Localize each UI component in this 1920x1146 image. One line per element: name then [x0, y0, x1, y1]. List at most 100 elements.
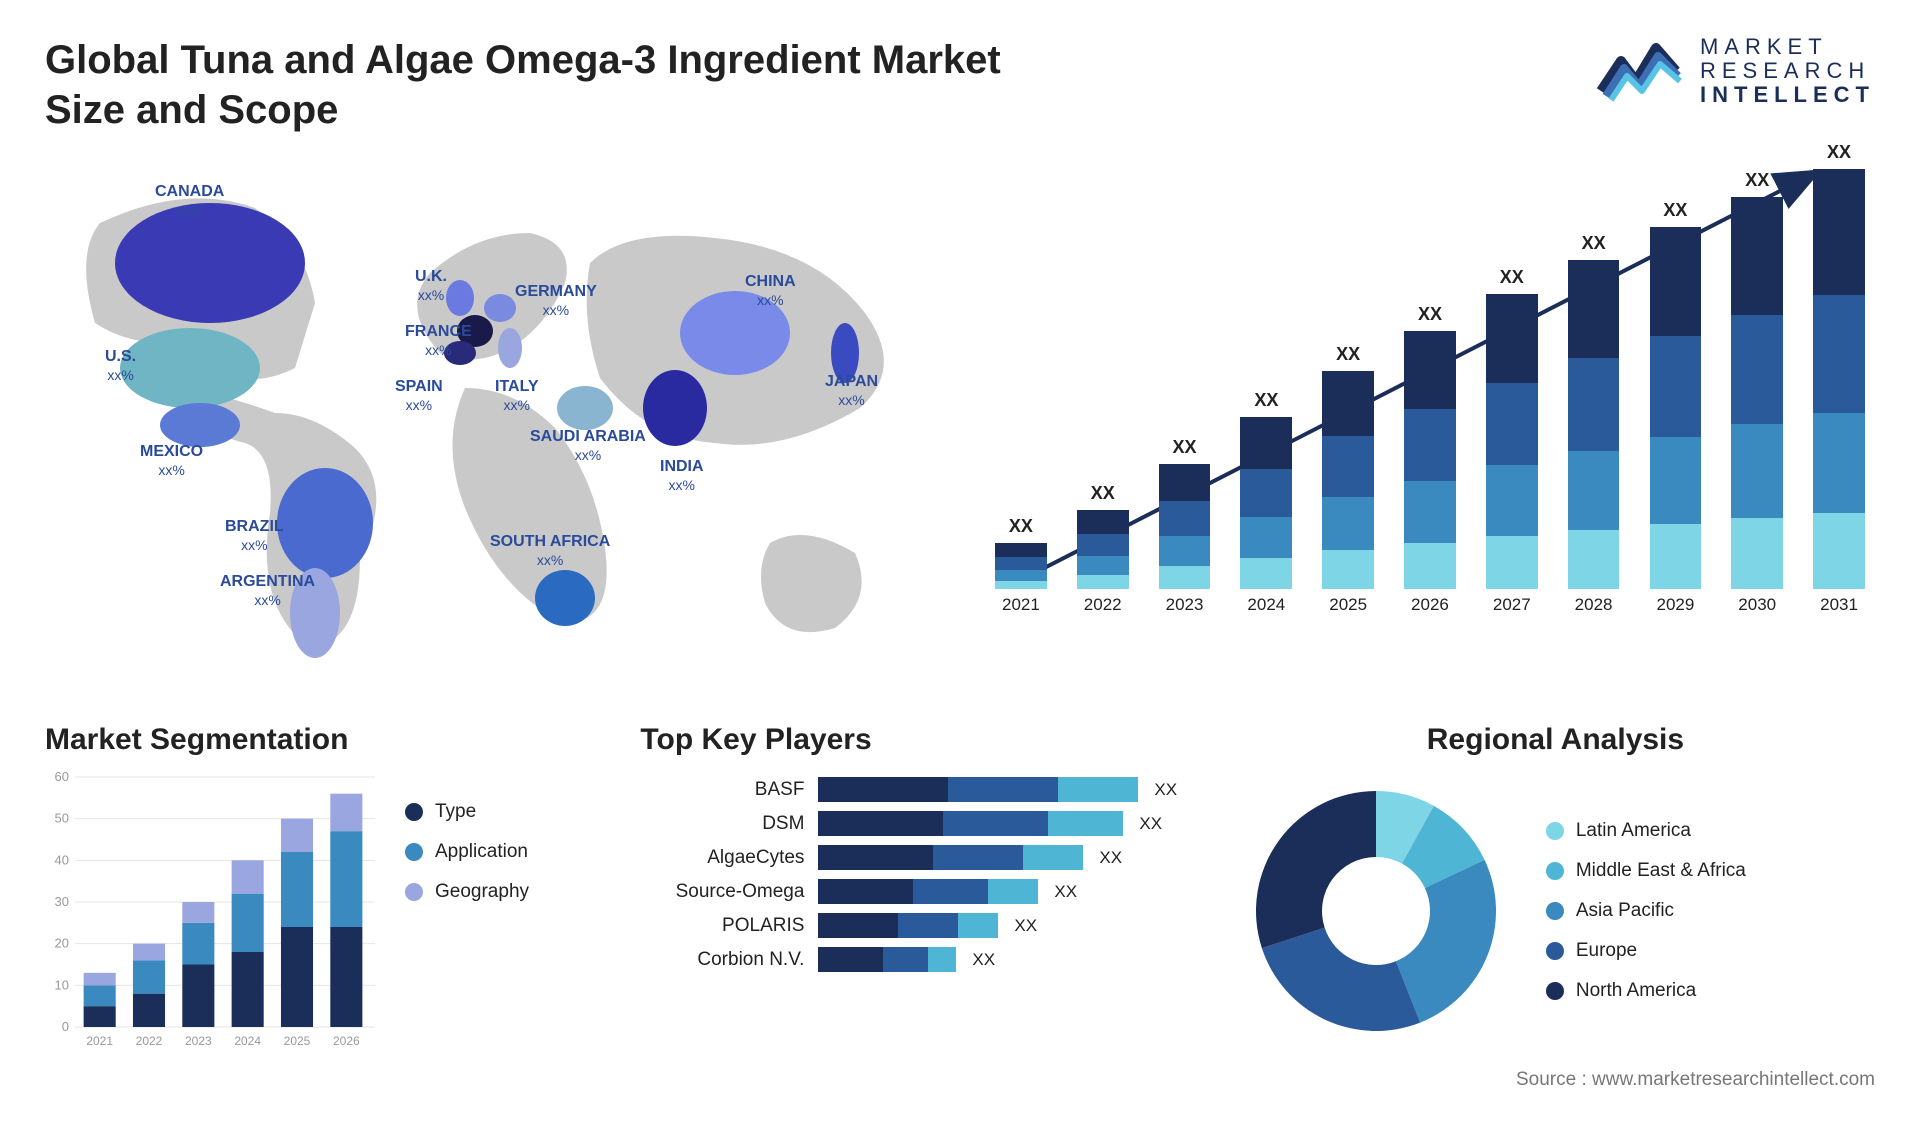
segmentation-title: Market Segmentation	[45, 723, 610, 757]
ra-legend-middle-east-africa: Middle East & Africa	[1546, 860, 1746, 882]
growth-bar-value: XX	[1009, 516, 1033, 537]
donut-slice-north-america	[1256, 791, 1376, 948]
world-map: CANADAxx%U.S.xx%MEXICOxx%BRAZILxx%ARGENT…	[45, 153, 945, 693]
kp-name: Corbion N.V.	[640, 949, 810, 971]
svg-text:0: 0	[62, 1019, 69, 1034]
kp-value: XX	[972, 950, 995, 970]
seg-legend-geography: Geography	[405, 881, 529, 903]
kp-name: BASF	[640, 779, 810, 801]
growth-bar-year: 2030	[1738, 595, 1776, 615]
map-label-germany: GERMANYxx%	[515, 283, 597, 318]
map-label-mexico: MEXICOxx%	[140, 443, 203, 478]
kp-value: XX	[1014, 916, 1037, 936]
svg-text:40: 40	[55, 852, 69, 867]
growth-bar-value: XX	[1663, 200, 1687, 221]
seg-bar-2021-geography	[84, 973, 116, 986]
growth-bar-2026: XX 2026	[1394, 304, 1466, 615]
page-title: Global Tuna and Algae Omega-3 Ingredient…	[45, 35, 1045, 135]
svg-text:2026: 2026	[333, 1034, 360, 1048]
kp-row-polaris: POLARIS XX	[640, 913, 1205, 938]
svg-text:2022: 2022	[136, 1034, 163, 1048]
kp-row-algaecytes: AlgaeCytesXX	[640, 845, 1205, 870]
map-label-us: U.S.xx%	[105, 348, 136, 383]
map-country-south_africa	[535, 570, 595, 626]
seg-legend-application: Application	[405, 841, 529, 863]
ra-legend-europe: Europe	[1546, 940, 1746, 962]
kp-value: XX	[1139, 814, 1162, 834]
world-map-svg	[45, 153, 945, 693]
regional-legend: Latin AmericaMiddle East & AfricaAsia Pa…	[1546, 820, 1746, 1002]
growth-bar-year: 2029	[1656, 595, 1694, 615]
map-country-us	[120, 328, 260, 408]
seg-bar-2024-geography	[232, 860, 264, 893]
segmentation-panel: Market Segmentation 01020304050602021202…	[45, 723, 610, 1051]
growth-bar-2028: XX2028	[1558, 233, 1630, 615]
map-country-india	[643, 370, 707, 446]
growth-bar-year: 2023	[1166, 595, 1204, 615]
key-players-title: Top Key Players	[640, 723, 1205, 757]
kp-value: XX	[1154, 780, 1177, 800]
growth-bar-value: XX	[1827, 142, 1851, 163]
growth-bar-value: XX	[1254, 390, 1278, 411]
kp-row-corbion-n-v-: Corbion N.V. XX	[640, 947, 1205, 972]
seg-bar-2021-type	[84, 1006, 116, 1027]
map-label-canada: CANADAxx%	[155, 183, 224, 218]
map-country-saudi	[557, 386, 613, 430]
map-country-germany	[484, 294, 516, 322]
brand-mark-icon	[1596, 36, 1686, 106]
map-label-argentina: ARGENTINAxx%	[220, 573, 315, 608]
seg-bar-2026-geography	[330, 794, 362, 832]
growth-bar-value: XX	[1745, 170, 1769, 191]
growth-bar-year: 2021	[1002, 595, 1040, 615]
svg-text:20: 20	[55, 936, 69, 951]
growth-bar-year: 2028	[1575, 595, 1613, 615]
map-country-canada	[115, 203, 305, 323]
donut-slice-europe	[1262, 928, 1420, 1031]
growth-bar-2025: XX2025	[1312, 344, 1384, 615]
donut-slice-asia-pacific	[1396, 860, 1496, 1023]
growth-bar-2029: XX 2029	[1640, 200, 1712, 615]
seg-bar-2022-application	[133, 960, 165, 993]
growth-bar-2022: XX2022	[1067, 483, 1139, 615]
map-label-japan: JAPANxx%	[825, 373, 878, 408]
seg-bar-2022-type	[133, 994, 165, 1027]
growth-bar-value: XX	[1336, 344, 1360, 365]
seg-bar-2023-geography	[182, 902, 214, 923]
growth-bar-2031: XX2031	[1803, 142, 1875, 615]
growth-bar-2030: XX 2030	[1721, 170, 1793, 615]
growth-bar-year: 2026	[1411, 595, 1449, 615]
kp-value: XX	[1099, 848, 1122, 868]
kp-name: Source-Omega	[640, 881, 810, 903]
regional-panel: Regional Analysis Latin AmericaMiddle Ea…	[1236, 723, 1875, 1051]
ra-legend-latin-america: Latin America	[1546, 820, 1746, 842]
seg-bar-2021-application	[84, 985, 116, 1006]
seg-bar-2024-type	[232, 952, 264, 1027]
kp-name: DSM	[640, 813, 810, 835]
kp-value: XX	[1054, 882, 1077, 902]
seg-bar-2026-application	[330, 831, 362, 927]
growth-bar-value: XX	[1091, 483, 1115, 504]
map-country-italy	[498, 328, 522, 368]
svg-text:60: 60	[55, 771, 69, 784]
map-country-mexico	[160, 403, 240, 447]
growth-bar-value: XX	[1173, 437, 1197, 458]
growth-bar-2027: XX 2027	[1476, 267, 1548, 615]
key-players-panel: Top Key Players BASFXXDSMXXAlgaeCytesXXS…	[640, 723, 1205, 1051]
segmentation-chart: 0102030405060202120222023202420252026	[45, 771, 375, 1051]
growth-bar-value: XX	[1500, 267, 1524, 288]
map-label-italy: ITALYxx%	[495, 378, 539, 413]
kp-row-dsm: DSM XX	[640, 811, 1205, 836]
map-label-uk: U.K.xx%	[415, 268, 447, 303]
svg-text:50: 50	[55, 811, 69, 826]
growth-bar-value: XX	[1418, 304, 1442, 325]
ra-legend-north-america: North America	[1546, 980, 1746, 1002]
growth-bar-2023: XX 2023	[1149, 437, 1221, 615]
svg-text:2024: 2024	[234, 1034, 261, 1048]
map-label-france: FRANCExx%	[405, 323, 472, 358]
regional-donut	[1236, 771, 1516, 1051]
kp-name: POLARIS	[640, 915, 810, 937]
seg-bar-2022-geography	[133, 944, 165, 961]
growth-bar-year: 2024	[1247, 595, 1285, 615]
growth-bar-year: 2027	[1493, 595, 1531, 615]
seg-legend-type: Type	[405, 801, 529, 823]
